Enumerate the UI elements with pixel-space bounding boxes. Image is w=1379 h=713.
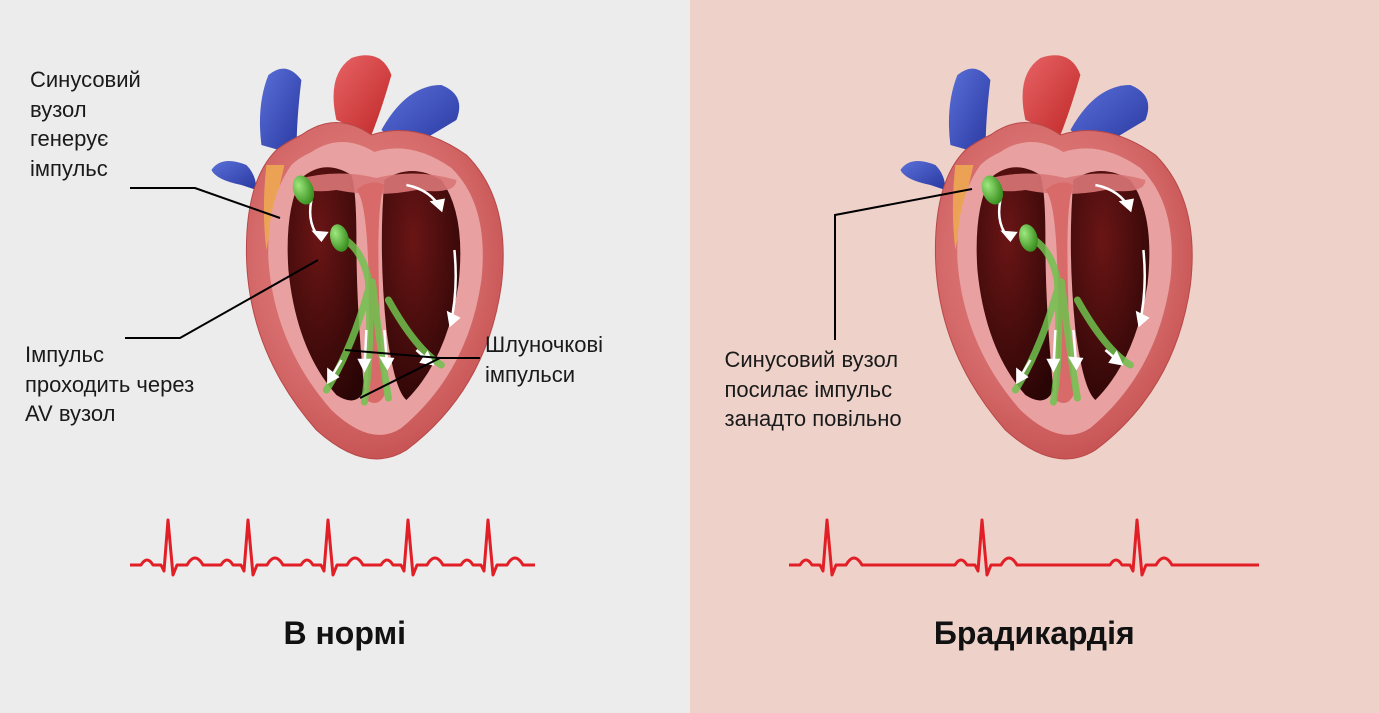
panel-bradycardia: Синусовий вузол посилає імпульс занадто … — [690, 0, 1379, 713]
ecg-normal-wrap — [0, 510, 690, 590]
ecg-normal — [125, 510, 565, 590]
panel-normal: Синусовий вузол генерує імпульс Імпульс … — [0, 0, 690, 713]
leader-ventricular — [0, 20, 690, 500]
heart-area-normal: Синусовий вузол генерує імпульс Імпульс … — [0, 20, 690, 500]
heart-area-brady: Синусовий вузол посилає імпульс занадто … — [690, 20, 1379, 500]
ecg-bradycardia — [784, 510, 1284, 590]
title-bradycardia: Брадикардія — [934, 615, 1135, 652]
leader-sa-slow — [690, 20, 1379, 500]
ecg-brady-wrap — [690, 510, 1379, 590]
title-normal: В нормі — [283, 615, 406, 652]
